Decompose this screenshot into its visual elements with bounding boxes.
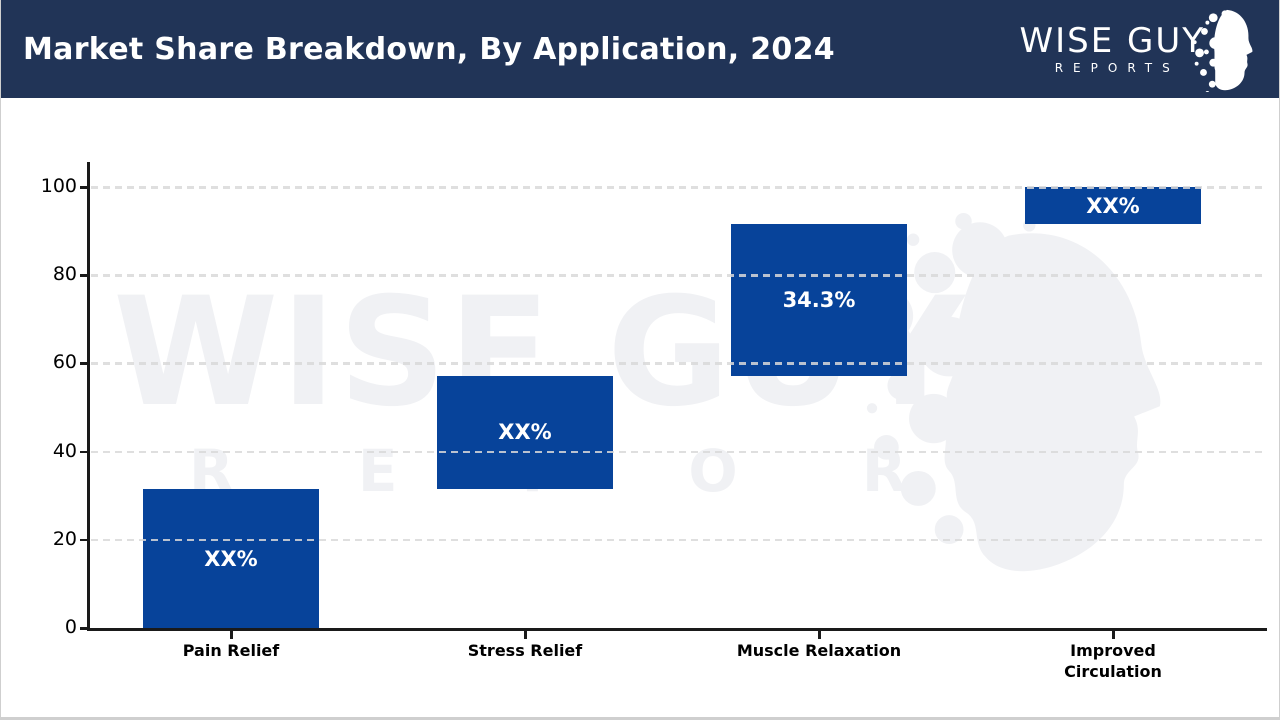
y-tick xyxy=(80,362,89,365)
chart-title: Market Share Breakdown, By Application, … xyxy=(23,31,835,67)
y-gridline xyxy=(91,186,1265,189)
y-tick xyxy=(80,186,89,189)
bar-value-label: 34.3% xyxy=(782,288,856,313)
y-tick xyxy=(80,627,89,630)
x-axis-label: Muscle Relaxation xyxy=(736,641,902,660)
logo-text: WISE GUY REPORTS xyxy=(1019,24,1205,74)
bar-value-label: XX% xyxy=(204,546,258,571)
x-tick xyxy=(230,631,233,639)
y-gridline xyxy=(91,274,1265,277)
logo-subtitle: REPORTS xyxy=(1054,61,1180,75)
wise-guy-logo: WISE GUY REPORTS xyxy=(1019,6,1257,92)
y-tick xyxy=(80,538,89,542)
x-axis-label: Stress Relief xyxy=(467,641,583,660)
x-axis-label: Pain Relief xyxy=(182,641,280,660)
y-tick-label: 40 xyxy=(52,439,77,462)
logo-head-icon xyxy=(1192,9,1253,92)
x-axis-line xyxy=(87,628,1267,631)
logo-wordmark: WISE GUY xyxy=(1019,21,1205,61)
bar-segment: XX% xyxy=(143,489,319,628)
y-axis-line xyxy=(87,162,90,631)
bar-segment: XX% xyxy=(1025,187,1201,225)
bar-value-label: XX% xyxy=(1086,193,1140,218)
x-tick xyxy=(1112,631,1115,639)
y-gridline xyxy=(91,538,1265,542)
bar-value-label: XX% xyxy=(498,420,552,445)
y-tick-label: 0 xyxy=(64,616,77,638)
header-bar: Market Share Breakdown, By Application, … xyxy=(1,0,1279,98)
y-tick-label: 80 xyxy=(52,263,77,286)
y-tick xyxy=(80,274,89,277)
x-tick xyxy=(818,631,821,639)
y-gridline xyxy=(91,450,1265,454)
y-tick xyxy=(80,450,89,454)
y-tick-label: 20 xyxy=(52,527,77,550)
y-tick-label: 60 xyxy=(52,351,77,374)
x-axis-label: Improved Circulation xyxy=(1064,641,1162,681)
bar-segment: 34.3% xyxy=(731,224,907,376)
y-gridline xyxy=(91,362,1265,365)
bar-segment: XX% xyxy=(437,375,613,490)
x-tick xyxy=(524,631,527,639)
y-tick-label: 100 xyxy=(40,175,77,197)
